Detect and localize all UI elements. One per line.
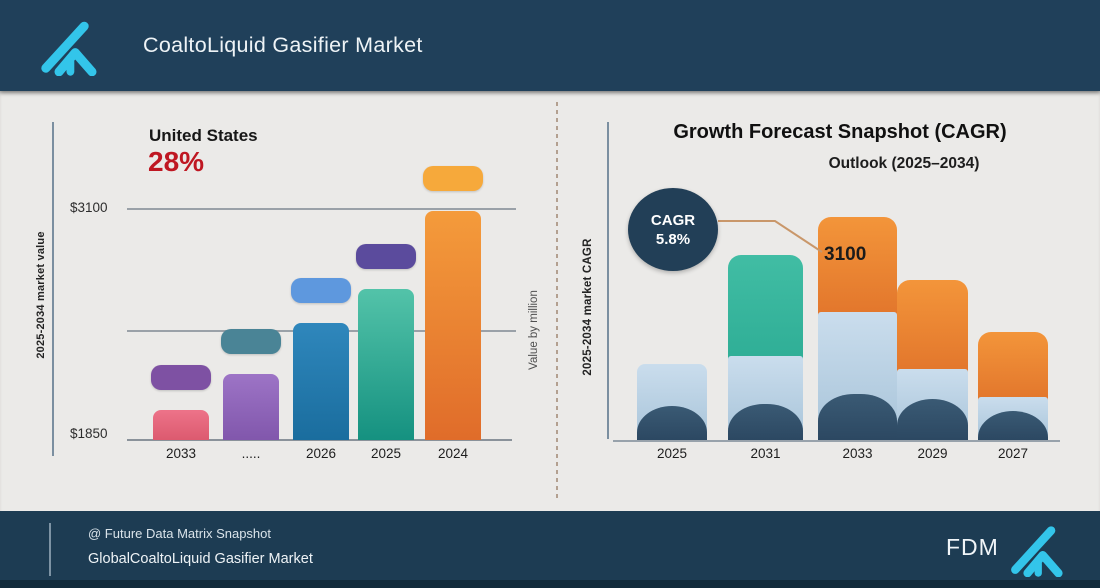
market-bar-cap-2033	[151, 365, 211, 390]
left-axis-min-label: $1850	[70, 426, 108, 441]
left-x-label-2026: 2026	[305, 446, 337, 461]
footer-divider	[49, 523, 51, 576]
right-y-axis	[607, 122, 609, 439]
footer-bottom-strip	[0, 580, 1100, 588]
left-chart-title: United States	[149, 126, 258, 145]
panel-divider	[556, 102, 558, 498]
cagr-bar-base-2033	[818, 394, 897, 440]
right-x-label-2033: 2033	[842, 446, 873, 461]
market-bar-cap-.....	[221, 329, 281, 354]
left-axis-tick-3100: $3100	[70, 200, 108, 215]
cagr-bar-top-2027	[978, 332, 1048, 401]
left-chart-highlight: 28%	[148, 146, 205, 177]
footer-brand-text: FDM	[946, 534, 999, 560]
left-x-label-2033: 2033	[165, 446, 197, 461]
right-chart-subtitle: Outlook (2025–2034)	[828, 155, 980, 172]
market-bar-cap-2026	[291, 278, 351, 303]
market-bar-cap-2024	[423, 166, 483, 191]
market-bar-2033	[153, 410, 209, 440]
right-x-label-2029: 2029	[917, 446, 948, 461]
left-x-label-2025: 2025	[370, 446, 402, 461]
left-gridline-3100	[127, 208, 516, 210]
bar-value-annotation: 3100	[824, 244, 867, 265]
left-y-axis-label: 2025-2034 market value	[35, 231, 47, 359]
left-x-label-2024: 2024	[437, 446, 469, 461]
cagr-badge-value: 5.8%	[655, 230, 691, 248]
market-bar-2024	[425, 211, 481, 440]
cagr-bar-top-2033	[818, 217, 897, 316]
right-x-axis	[613, 440, 1060, 442]
market-bar-cap-2025	[356, 244, 416, 269]
cagr-bar-top-2029	[897, 280, 968, 373]
header-bar: CoaltoLiquid Gasifier Market	[0, 0, 1100, 91]
left-y-axis	[52, 122, 54, 456]
right-x-label-2031: 2031	[750, 446, 781, 461]
footer-bar: @ Future Data Matrix Snapshot GlobalCoal…	[0, 511, 1100, 588]
right-y-axis-label: 2025-2034 market CAGR	[582, 238, 594, 376]
value-axis-label: Value by million	[528, 290, 540, 370]
cagr-bar-base-2029	[897, 399, 968, 440]
market-bar-2025	[358, 289, 414, 440]
cagr-bar-top-2031	[728, 255, 803, 360]
cagr-badge: CAGR 5.8%	[628, 188, 718, 271]
right-x-label-2025: 2025	[656, 446, 688, 461]
right-x-label-2027: 2027	[997, 446, 1029, 461]
market-bar-.....	[223, 374, 279, 440]
left-x-axis	[127, 439, 512, 441]
footer-report-line: GlobalCoaltoLiquid Gasifier Market	[88, 551, 313, 567]
page-title: CoaltoLiquid Gasifier Market	[143, 33, 423, 57]
footer-source-line: @ Future Data Matrix Snapshot	[88, 526, 271, 541]
right-chart-title: Growth Forecast Snapshot (CAGR)	[673, 121, 1007, 143]
left-x-label-.....: .....	[241, 446, 261, 461]
cagr-badge-label: CAGR	[650, 211, 696, 229]
footer-brand-logo-icon	[1011, 526, 1063, 577]
cagr-bar-base-2031	[728, 404, 803, 440]
brand-logo-icon	[41, 21, 97, 76]
market-bar-2026	[293, 323, 349, 440]
